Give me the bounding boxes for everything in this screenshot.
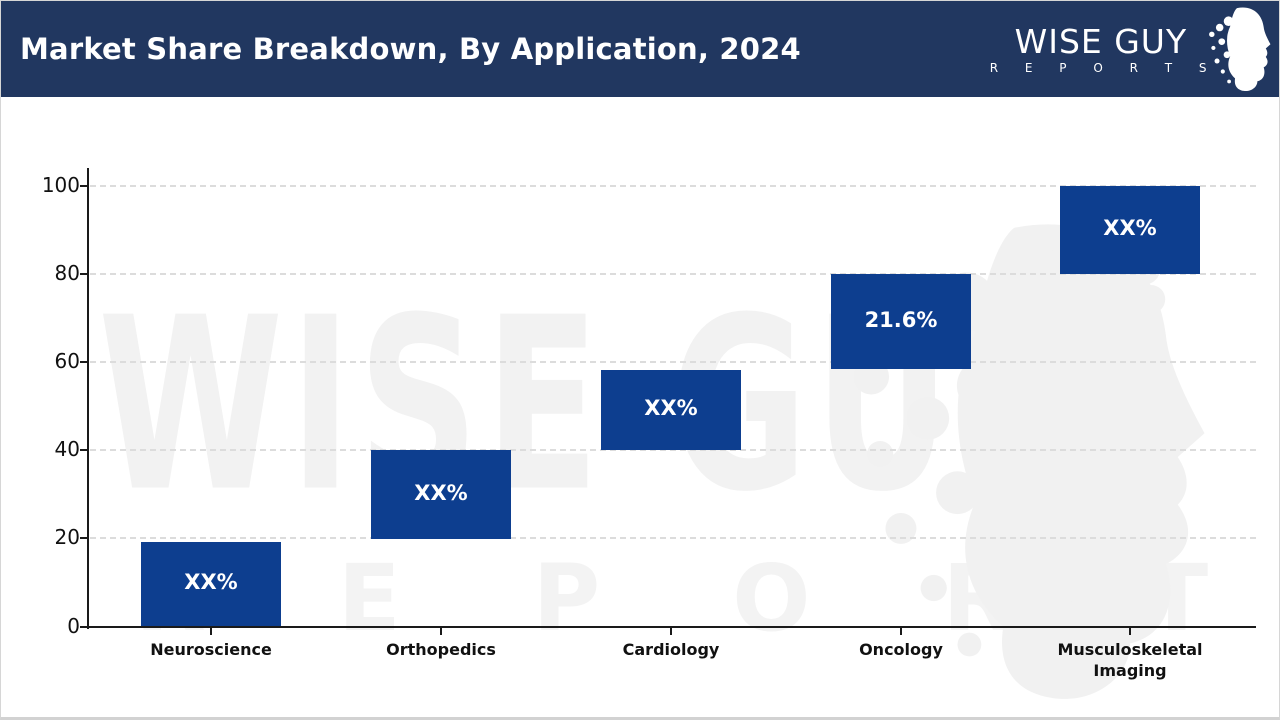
logo: WISE GUY R E P O R T S	[984, 4, 1272, 94]
x-tick-oncology	[900, 628, 902, 635]
y-tick-60	[80, 361, 88, 364]
bar-label-musculoskeletal-imaging: XX%	[1103, 216, 1157, 241]
bar-label-neuroscience: XX%	[184, 570, 238, 595]
y-tick-label-20: 20	[54, 525, 80, 550]
logo-wiseguy-text: WISE GUY	[1014, 22, 1188, 62]
bar-label-oncology: 21.6%	[864, 307, 938, 332]
logo-reports-text: R E P O R T S	[989, 60, 1218, 75]
gridline-20	[90, 537, 1256, 540]
bar-orthopedics	[371, 449, 511, 540]
x-tick-musculoskeletal-imaging	[1129, 628, 1131, 635]
bar-neuroscience	[141, 541, 281, 627]
y-tick-20	[80, 537, 88, 540]
gridline-40	[90, 449, 1256, 452]
x-tick-neuroscience	[210, 628, 212, 635]
logo-head-icon	[1209, 7, 1271, 92]
y-tick-100	[80, 185, 88, 187]
y-tick-label-80: 80	[54, 261, 80, 286]
y-tick-80	[80, 273, 88, 276]
logo-wordmark: WISE GUY R E P O R T S	[984, 23, 1218, 75]
x-label-neuroscience: Neuroscience	[96, 639, 326, 660]
bar-oncology	[831, 274, 971, 370]
page-title: Market Share Breakdown, By Application, …	[20, 31, 801, 66]
y-tick-label-100: 100	[41, 173, 80, 197]
header-bar: Market Share Breakdown, By Application, …	[0, 0, 1280, 97]
gridline-80	[90, 273, 1256, 276]
x-tick-cardiology	[670, 628, 672, 635]
y-tick-0	[80, 625, 88, 628]
y-tick-label-0: 0	[67, 613, 80, 638]
y-tick-label-40: 40	[54, 437, 80, 462]
bar-label-orthopedics: XX%	[414, 480, 468, 505]
x-label-line: Oncology	[859, 640, 943, 659]
x-label-line: Neuroscience	[150, 640, 272, 659]
x-label-oncology: Oncology	[786, 639, 1016, 660]
x-label-line: Cardiology	[622, 640, 720, 659]
x-label-cardiology: Cardiology	[556, 639, 786, 660]
y-axis-line	[87, 168, 89, 629]
x-axis-line	[87, 626, 1256, 628]
y-tick-40	[80, 449, 88, 452]
x-label-line: Imaging	[1093, 661, 1167, 680]
bar-musculoskeletal-imaging	[1060, 186, 1200, 275]
bar-cardiology	[601, 370, 741, 450]
gridline-100	[90, 185, 1256, 187]
gridline-60	[90, 361, 1256, 364]
x-label-orthopedics: Orthopedics	[326, 639, 556, 660]
bar-label-cardiology: XX%	[644, 395, 698, 420]
x-label-line: Orthopedics	[386, 640, 496, 659]
x-label-line: Musculoskeletal	[1057, 640, 1203, 659]
x-tick-orthopedics	[440, 628, 442, 635]
y-tick-label-60: 60	[54, 349, 80, 374]
x-label-musculoskeletal-imaging: Musculoskeletal Imaging	[1015, 639, 1245, 681]
